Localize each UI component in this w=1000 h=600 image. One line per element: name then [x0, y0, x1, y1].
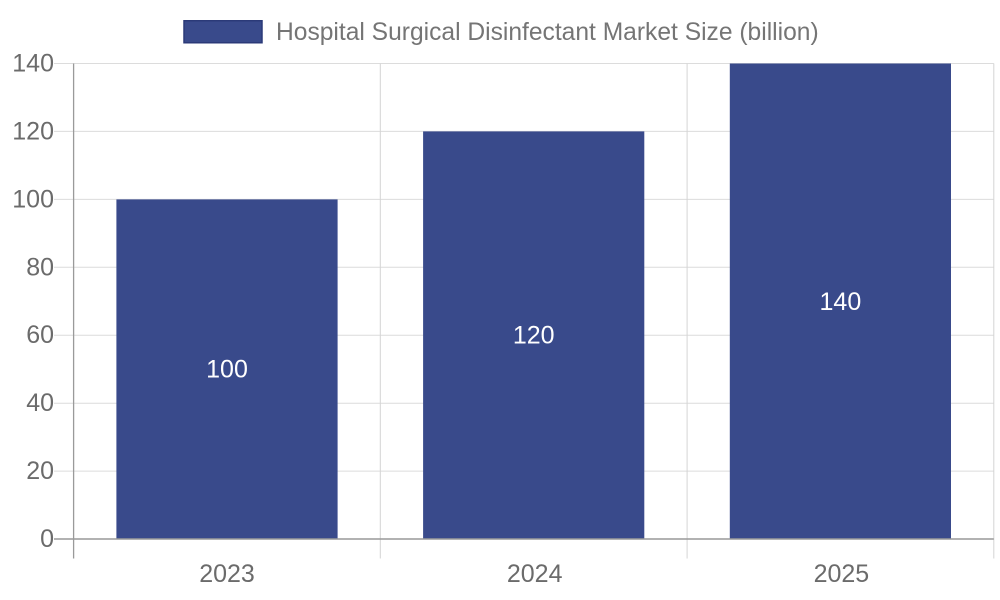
- svg-text:140: 140: [820, 288, 862, 316]
- svg-text:80: 80: [26, 253, 54, 281]
- svg-text:60: 60: [26, 321, 54, 349]
- svg-text:2025: 2025: [814, 560, 870, 588]
- svg-text:140: 140: [12, 50, 54, 78]
- svg-text:2024: 2024: [507, 560, 563, 588]
- svg-text:100: 100: [206, 356, 248, 384]
- svg-text:120: 120: [513, 322, 555, 350]
- svg-text:40: 40: [26, 389, 54, 417]
- svg-text:0: 0: [40, 525, 54, 553]
- svg-text:2023: 2023: [199, 560, 255, 588]
- svg-text:20: 20: [26, 457, 54, 485]
- svg-text:Hospital Surgical Disinfectant: Hospital Surgical Disinfectant Market Si…: [276, 19, 819, 46]
- svg-text:120: 120: [12, 117, 54, 145]
- svg-text:100: 100: [12, 185, 54, 213]
